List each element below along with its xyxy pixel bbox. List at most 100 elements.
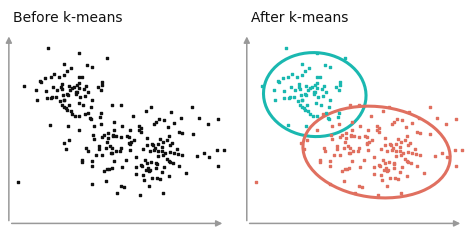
Point xyxy=(68,66,75,70)
Point xyxy=(319,112,327,115)
Point xyxy=(236,135,243,139)
Point xyxy=(442,122,449,126)
Point xyxy=(60,141,67,145)
Point xyxy=(322,91,330,94)
Point xyxy=(413,164,421,168)
Point xyxy=(404,150,412,154)
Point xyxy=(178,131,185,135)
Point xyxy=(404,160,412,164)
Point xyxy=(80,87,88,91)
Point xyxy=(327,164,334,168)
Point xyxy=(117,184,125,188)
Point xyxy=(392,155,400,158)
Point xyxy=(59,93,66,97)
Point xyxy=(75,51,82,55)
Point xyxy=(156,137,164,141)
Point xyxy=(399,151,407,155)
Point xyxy=(58,103,65,107)
Point xyxy=(394,177,402,181)
Point xyxy=(107,151,115,155)
Point xyxy=(305,109,312,113)
Point xyxy=(76,95,83,99)
Point xyxy=(126,148,134,152)
Point xyxy=(332,85,339,89)
Point xyxy=(378,178,386,182)
Point xyxy=(381,143,388,147)
Point xyxy=(405,110,412,114)
Point xyxy=(110,120,118,124)
Point xyxy=(68,112,76,116)
Point xyxy=(420,171,428,174)
Point xyxy=(72,90,80,94)
Point xyxy=(213,148,221,152)
Point xyxy=(141,178,148,182)
Point xyxy=(397,153,405,156)
Point xyxy=(301,108,309,111)
Point xyxy=(322,111,329,114)
Point xyxy=(98,80,106,84)
Point xyxy=(341,167,348,171)
Point xyxy=(392,149,400,153)
Point xyxy=(49,85,57,89)
Point xyxy=(34,98,41,102)
Point xyxy=(50,72,58,76)
Point xyxy=(178,154,185,157)
Point xyxy=(355,135,363,139)
Point xyxy=(99,135,106,139)
Point xyxy=(66,88,74,91)
Point xyxy=(383,169,391,173)
Point xyxy=(175,164,183,168)
Point xyxy=(307,86,314,90)
Point xyxy=(416,154,423,157)
Point xyxy=(109,134,117,138)
Point xyxy=(82,112,89,115)
Point xyxy=(117,146,125,150)
Point xyxy=(382,136,389,139)
Point xyxy=(288,72,296,76)
Point xyxy=(342,131,350,135)
Point xyxy=(118,166,126,169)
Point xyxy=(392,176,399,180)
Point xyxy=(356,166,364,169)
Point xyxy=(343,167,351,171)
Point xyxy=(63,108,71,111)
Point xyxy=(426,105,434,109)
Point xyxy=(103,56,111,60)
Point xyxy=(336,80,344,84)
Point xyxy=(88,117,95,121)
Point xyxy=(154,149,162,153)
Point xyxy=(355,149,362,153)
Point xyxy=(282,46,290,50)
Point xyxy=(103,140,111,144)
Point xyxy=(65,103,73,107)
Point xyxy=(347,133,355,137)
Point xyxy=(302,93,310,97)
Point xyxy=(298,105,306,109)
Point xyxy=(294,99,302,103)
Point xyxy=(373,128,381,132)
Point xyxy=(133,172,140,176)
Point xyxy=(84,91,92,94)
Point xyxy=(60,73,68,77)
Point xyxy=(298,141,305,145)
Point xyxy=(383,149,391,153)
Point xyxy=(165,174,173,178)
Point xyxy=(57,85,64,88)
Point xyxy=(380,169,388,172)
Point xyxy=(123,134,131,138)
Point xyxy=(65,84,73,88)
Point xyxy=(433,116,441,120)
Point xyxy=(94,85,101,89)
Point xyxy=(335,88,343,91)
Point xyxy=(390,166,398,169)
Point xyxy=(386,176,393,179)
Point xyxy=(137,193,144,196)
Point xyxy=(166,143,174,147)
Point xyxy=(78,75,86,79)
Point xyxy=(316,75,324,79)
Point xyxy=(167,110,174,114)
Point xyxy=(382,166,390,169)
Point xyxy=(318,87,326,91)
Point xyxy=(127,140,135,144)
Point xyxy=(373,124,381,128)
